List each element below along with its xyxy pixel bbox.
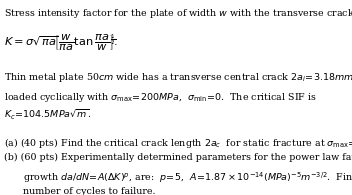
Text: number of cycles to failure.: number of cycles to failure. <box>23 187 155 195</box>
Text: $K_c\!=\!104.5MPa\sqrt{m}$.: $K_c\!=\!104.5MPa\sqrt{m}$. <box>4 108 92 122</box>
Text: $K=\sigma\sqrt{\pi a}\!\left[\dfrac{w}{\pi a}\tan\dfrac{\pi a}{w}\right]^{\!\!\f: $K=\sigma\sqrt{\pi a}\!\left[\dfrac{w}{\… <box>4 32 119 52</box>
Text: (b) (60 pts) Experimentally determined parameters for the power law fatigue crac: (b) (60 pts) Experimentally determined p… <box>4 153 352 162</box>
Text: Thin metal plate 50$cm$ wide has a transverse central crack $2a_i\!=\!3.18mm$. T: Thin metal plate 50$cm$ wide has a trans… <box>4 71 352 84</box>
Text: Stress intensity factor for the plate of width $w$ with the transverse crack $2a: Stress intensity factor for the plate of… <box>4 7 352 20</box>
Text: (a) (40 pts) Find the critical crack length $2a_c$  for static fracture at $\sig: (a) (40 pts) Find the critical crack len… <box>4 136 352 150</box>
Text: growth $da/dN\!=\!A(\Delta K)^p$, are:  $p\!=\!5$,  $A\!=\!1.87\times10^{-14}(MP: growth $da/dN\!=\!A(\Delta K)^p$, are: $… <box>23 171 352 185</box>
Text: loaded cyclically with $\sigma_{\rm max}\!=\!200MPa$,  $\sigma_{\rm min}\!=\!0$.: loaded cyclically with $\sigma_{\rm max}… <box>4 91 317 104</box>
